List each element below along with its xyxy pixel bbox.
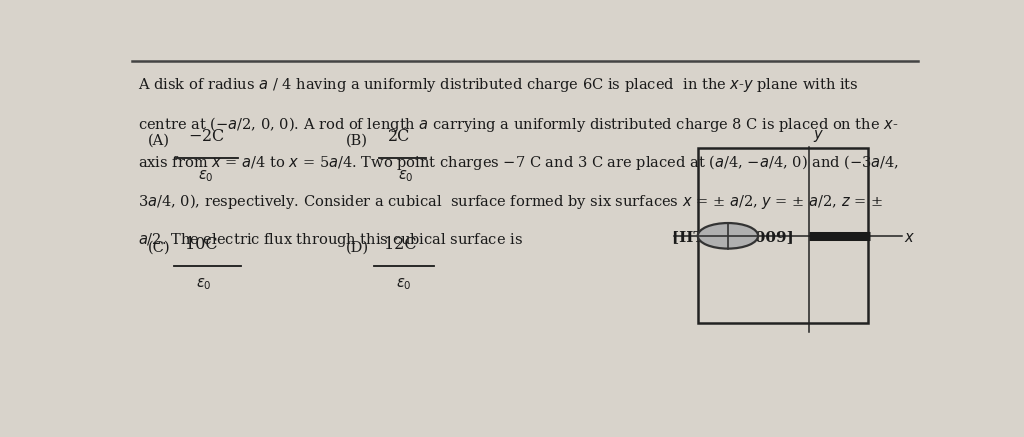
- Text: (C): (C): [147, 241, 170, 255]
- Text: 10C: 10C: [185, 236, 218, 253]
- Text: $-$2C: $-$2C: [187, 128, 224, 145]
- Text: (B): (B): [346, 133, 369, 147]
- Text: $\varepsilon_0$: $\varepsilon_0$: [197, 276, 212, 292]
- Text: $\varepsilon_0$: $\varepsilon_0$: [397, 169, 414, 184]
- Bar: [697, 148, 868, 323]
- Text: 12C: 12C: [384, 236, 416, 253]
- Text: 2C: 2C: [388, 128, 411, 145]
- Text: (A): (A): [147, 133, 170, 147]
- Text: $\varepsilon_0$: $\varepsilon_0$: [198, 169, 213, 184]
- Text: A disk of radius $a$ / 4 having a uniformly distributed charge 6C is placed  in : A disk of radius $a$ / 4 having a unifor…: [137, 76, 858, 94]
- Text: centre at ($-a$/2, 0, 0). A rod of length $a$ carrying a uniformly distributed c: centre at ($-a$/2, 0, 0). A rod of lengt…: [137, 114, 898, 134]
- Circle shape: [697, 223, 758, 249]
- Text: $y$: $y$: [813, 128, 824, 144]
- Text: $a$/2. The electric flux through this cubical surface is: $a$/2. The electric flux through this cu…: [137, 231, 522, 249]
- Text: axis from $x$ = $a$/4 to $x$ = 5$a$/4. Two point charges −7 C and 3 C are placed: axis from $x$ = $a$/4 to $x$ = 5$a$/4. T…: [137, 153, 899, 172]
- Text: (D): (D): [346, 241, 370, 255]
- Text: $\varepsilon_0$: $\varepsilon_0$: [396, 276, 412, 292]
- Text: [IIT-JEE 2009]: [IIT-JEE 2009]: [672, 231, 794, 245]
- Text: 3$a$/4, 0), respectively. Consider a cubical  surface formed by six surfaces $x$: 3$a$/4, 0), respectively. Consider a cub…: [137, 192, 883, 211]
- Text: $x$: $x$: [904, 231, 915, 245]
